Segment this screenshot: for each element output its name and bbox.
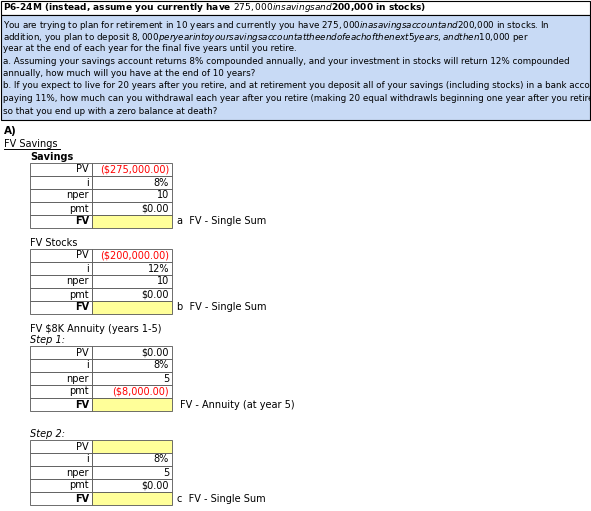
- Bar: [92, 249, 172, 262]
- Bar: [92, 466, 172, 479]
- Bar: [30, 262, 92, 275]
- Text: a. Assuming your savings account returns 8% compounded annually, and your invest: a. Assuming your savings account returns…: [3, 57, 570, 65]
- Text: annually, how much will you have at the end of 10 years?: annually, how much will you have at the …: [3, 69, 255, 78]
- Bar: [30, 479, 92, 492]
- Bar: [92, 275, 172, 288]
- Text: b  FV - Single Sum: b FV - Single Sum: [177, 303, 267, 313]
- Text: FV: FV: [75, 400, 89, 409]
- Text: $0.00: $0.00: [141, 290, 169, 299]
- Text: nper: nper: [67, 374, 89, 383]
- Text: b. If you expect to live for 20 years after you retire, and at retirement you de: b. If you expect to live for 20 years af…: [3, 81, 591, 90]
- Text: 10: 10: [157, 191, 169, 200]
- Text: PV: PV: [76, 250, 89, 261]
- Bar: [30, 176, 92, 189]
- Bar: [1, 15, 590, 120]
- Text: ($8,000.00): ($8,000.00): [112, 386, 169, 397]
- Text: FV: FV: [75, 217, 89, 226]
- Bar: [30, 249, 92, 262]
- Text: FV Stocks: FV Stocks: [30, 238, 77, 248]
- Bar: [92, 372, 172, 385]
- Bar: [92, 215, 172, 228]
- Text: i: i: [86, 177, 89, 188]
- Bar: [92, 202, 172, 215]
- Text: i: i: [86, 360, 89, 370]
- Text: $0.00: $0.00: [141, 480, 169, 491]
- Bar: [30, 202, 92, 215]
- Bar: [30, 398, 92, 411]
- Text: Step 1:: Step 1:: [30, 335, 65, 345]
- Text: Savings: Savings: [30, 152, 73, 162]
- Text: Step 2:: Step 2:: [30, 429, 65, 439]
- Bar: [92, 189, 172, 202]
- Text: $0.00: $0.00: [141, 347, 169, 358]
- Bar: [92, 385, 172, 398]
- Text: addition, you plan to deposit $8,000 per year into your savings account at the e: addition, you plan to deposit $8,000 per…: [3, 32, 528, 44]
- Text: PV: PV: [76, 347, 89, 358]
- Text: 12%: 12%: [148, 264, 169, 273]
- Bar: [92, 288, 172, 301]
- Bar: [30, 372, 92, 385]
- Text: pmt: pmt: [69, 203, 89, 214]
- Text: so that you end up with a zero balance at death?: so that you end up with a zero balance a…: [3, 106, 217, 115]
- Text: FV - Annuity (at year 5): FV - Annuity (at year 5): [180, 400, 295, 409]
- Bar: [92, 301, 172, 314]
- Text: 8%: 8%: [154, 360, 169, 370]
- Text: i: i: [86, 264, 89, 273]
- Bar: [30, 466, 92, 479]
- Text: nper: nper: [67, 276, 89, 287]
- Text: paying 11%, how much can you withdrawal each year after you retire (making 20 eq: paying 11%, how much can you withdrawal …: [3, 94, 591, 103]
- Text: P6-24M (instead, assume you currently have $275,000 in savings and $200,000 in s: P6-24M (instead, assume you currently ha…: [3, 2, 426, 14]
- Bar: [92, 346, 172, 359]
- Text: pmt: pmt: [69, 480, 89, 491]
- Text: $0.00: $0.00: [141, 203, 169, 214]
- Text: pmt: pmt: [69, 386, 89, 397]
- Bar: [92, 398, 172, 411]
- Bar: [30, 359, 92, 372]
- Bar: [1, 1, 590, 15]
- Text: nper: nper: [67, 468, 89, 477]
- Bar: [30, 492, 92, 505]
- Text: ($275,000.00): ($275,000.00): [100, 165, 169, 174]
- Bar: [30, 275, 92, 288]
- Bar: [30, 215, 92, 228]
- Text: 5: 5: [163, 468, 169, 477]
- Text: 8%: 8%: [154, 454, 169, 464]
- Bar: [92, 262, 172, 275]
- Text: pmt: pmt: [69, 290, 89, 299]
- Text: FV Savings: FV Savings: [4, 139, 57, 149]
- Bar: [30, 385, 92, 398]
- Bar: [30, 189, 92, 202]
- Bar: [30, 440, 92, 453]
- Text: 10: 10: [157, 276, 169, 287]
- Text: ($200,000.00): ($200,000.00): [100, 250, 169, 261]
- Bar: [30, 346, 92, 359]
- Text: c  FV - Single Sum: c FV - Single Sum: [177, 494, 265, 503]
- Text: year at the end of each year for the final five years until you retire.: year at the end of each year for the fin…: [3, 44, 297, 53]
- Bar: [92, 163, 172, 176]
- Text: nper: nper: [67, 191, 89, 200]
- Text: You are trying to plan for retirement in 10 years and currently you have $275,00: You are trying to plan for retirement in…: [3, 19, 550, 32]
- Text: FV $8K Annuity (years 1-5): FV $8K Annuity (years 1-5): [30, 324, 161, 334]
- Text: a  FV - Single Sum: a FV - Single Sum: [177, 217, 267, 226]
- Text: 8%: 8%: [154, 177, 169, 188]
- Text: PV: PV: [76, 442, 89, 452]
- Bar: [92, 492, 172, 505]
- Bar: [92, 176, 172, 189]
- Bar: [92, 440, 172, 453]
- Text: FV: FV: [75, 494, 89, 503]
- Bar: [30, 288, 92, 301]
- Text: A): A): [4, 126, 17, 136]
- Text: PV: PV: [76, 165, 89, 174]
- Bar: [30, 163, 92, 176]
- Text: 5: 5: [163, 374, 169, 383]
- Bar: [92, 453, 172, 466]
- Bar: [92, 479, 172, 492]
- Bar: [30, 453, 92, 466]
- Text: FV: FV: [75, 303, 89, 313]
- Bar: [92, 359, 172, 372]
- Bar: [30, 301, 92, 314]
- Text: i: i: [86, 454, 89, 464]
